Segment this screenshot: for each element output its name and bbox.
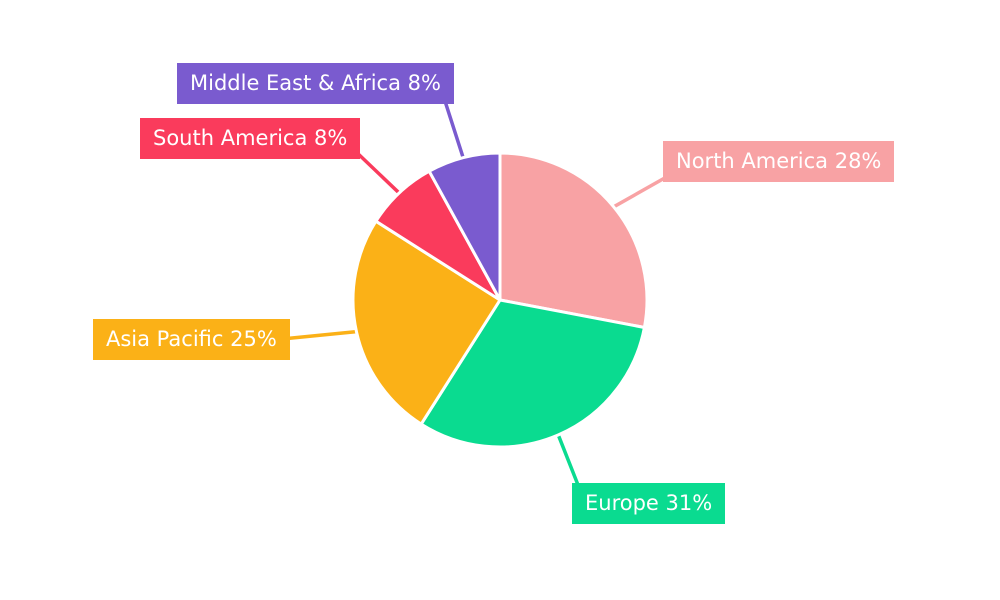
callout-north-america: North America 28% [663,141,895,182]
leader-line-north-america [608,173,672,211]
pie-slice-north-america [498,151,649,329]
pie-slice-middle-east-africa [427,151,502,302]
callout-south-america: South America 8% [140,118,361,159]
leader-line-asia-pacific [280,329,363,341]
leader-line-south-america [350,146,404,198]
leader-line-europe [555,429,582,492]
callout-asia-pacific: Asia Pacific 25% [93,319,290,360]
leader-line-middle-east-africa [442,96,467,164]
pie-slice-asia-pacific [351,219,502,426]
callout-europe: Europe 31% [572,483,726,524]
callout-middle-east-africa: Middle East & Africa 8% [177,63,454,104]
